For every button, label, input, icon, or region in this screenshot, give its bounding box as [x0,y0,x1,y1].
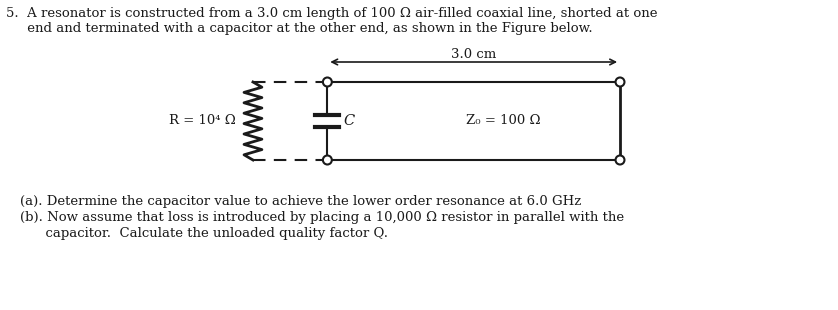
Text: capacitor.  Calculate the unloaded quality factor Q.: capacitor. Calculate the unloaded qualit… [20,227,388,240]
Text: (a). Determine the capacitor value to achieve the lower order resonance at 6.0 G: (a). Determine the capacitor value to ac… [20,195,581,208]
Circle shape [323,78,332,86]
Circle shape [616,78,624,86]
Text: end and terminated with a capacitor at the other end, as shown in the Figure bel: end and terminated with a capacitor at t… [6,22,592,35]
Text: 3.0 cm: 3.0 cm [451,48,496,61]
Text: (b). Now assume that loss is introduced by placing a 10,000 Ω resistor in parall: (b). Now assume that loss is introduced … [20,211,624,224]
Text: C: C [344,114,354,128]
Text: 5.  A resonator is constructed from a 3.0 cm length of 100 Ω air-filled coaxial : 5. A resonator is constructed from a 3.0… [6,7,658,20]
Circle shape [323,156,332,165]
Circle shape [616,156,624,165]
Text: R = 10⁴ Ω: R = 10⁴ Ω [169,114,236,127]
Text: Z₀ = 100 Ω: Z₀ = 100 Ω [466,114,541,127]
